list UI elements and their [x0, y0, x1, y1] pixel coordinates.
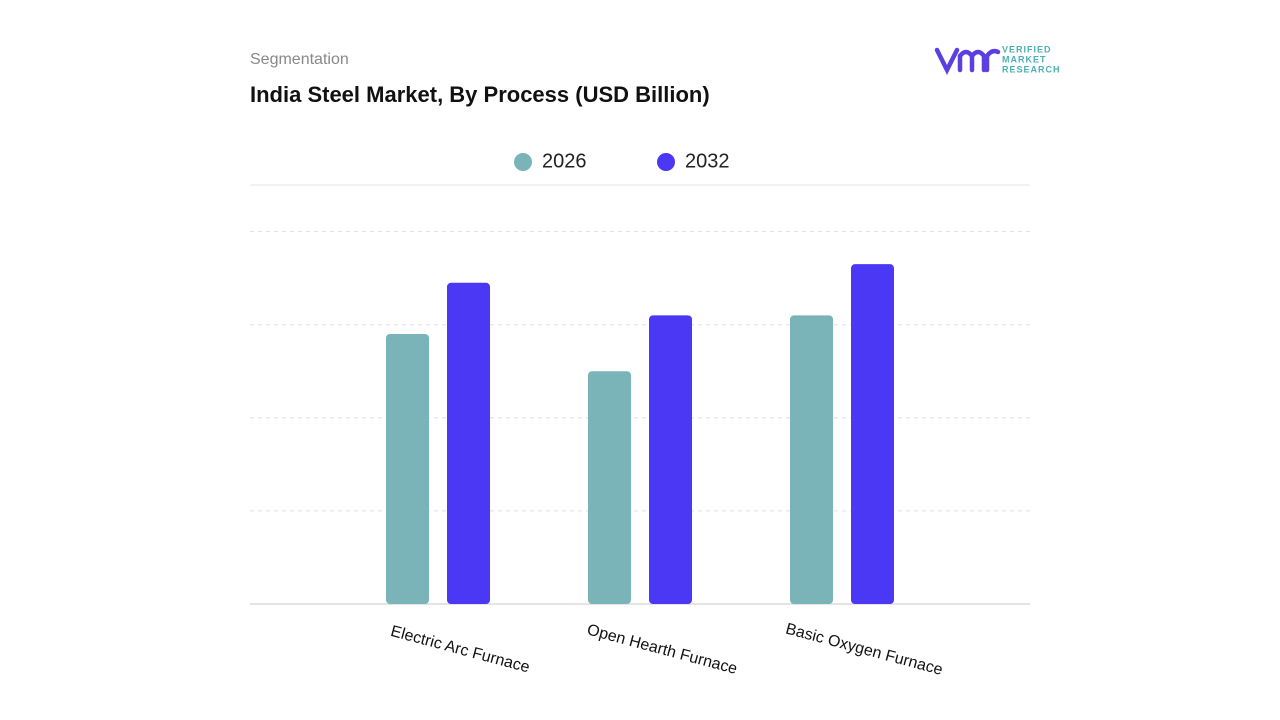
bar: [790, 315, 833, 604]
bar: [649, 315, 692, 604]
section-label: Segmentation: [250, 51, 349, 68]
legend-marker: [657, 153, 675, 171]
legend-marker: [514, 153, 532, 171]
bar: [588, 371, 631, 604]
logo: VERIFIED MARKET RESEARCH: [934, 44, 1061, 76]
logo-mark: [934, 47, 1001, 76]
bar: [447, 282, 490, 604]
x-tick-label: Basic Oxygen Furnace: [784, 621, 945, 679]
bar: [386, 333, 429, 604]
legend-label: 2032: [685, 150, 730, 172]
logo-text: MARKET: [1002, 54, 1047, 64]
logo-text: RESEARCH: [1002, 64, 1061, 74]
logo-text: VERIFIED: [1002, 44, 1052, 54]
x-tick-label: Open Hearth Furnace: [585, 621, 739, 678]
bar: [851, 264, 894, 604]
x-tick-label: Electric Arc Furnace: [389, 623, 532, 677]
legend-label: 2026: [542, 150, 587, 172]
chart-title: India Steel Market, By Process (USD Bill…: [250, 82, 710, 107]
